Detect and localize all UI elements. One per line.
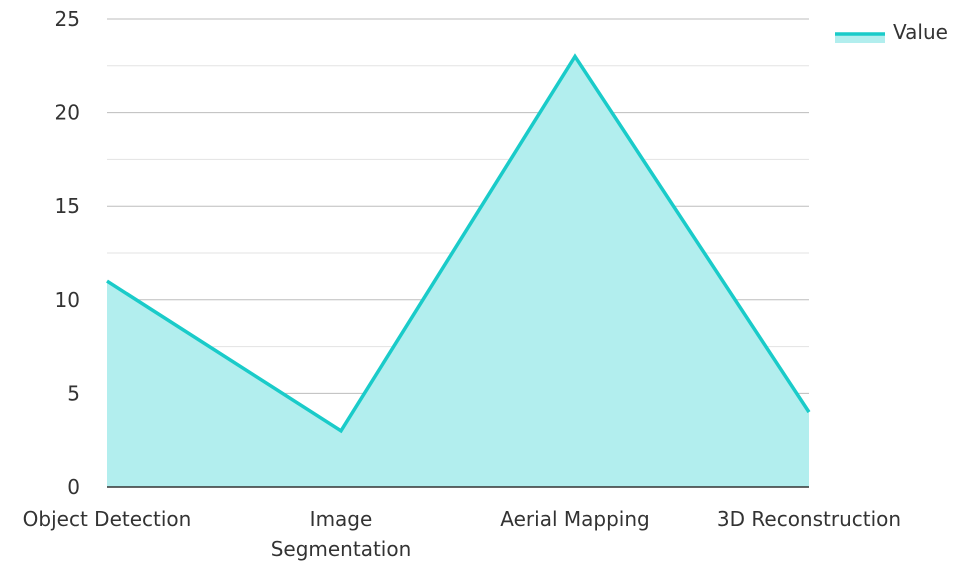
y-tick-label: 15 xyxy=(55,194,80,218)
y-tick-label: 20 xyxy=(55,101,80,125)
x-tick-label: 3D Reconstruction xyxy=(717,507,901,531)
x-tick-label: Image Segmentation xyxy=(271,507,412,561)
legend-label: Value xyxy=(893,20,948,44)
plot-area xyxy=(106,53,811,487)
x-tick-label: Aerial Mapping xyxy=(500,507,649,531)
y-tick-label: 0 xyxy=(67,475,80,499)
series-line-value xyxy=(106,53,811,434)
y-tick-label: 10 xyxy=(55,288,80,312)
legend-swatch xyxy=(835,34,885,43)
axes: 0 5 10 15 20 25 Object Detection Image Segmentat… xyxy=(23,7,901,561)
y-tick-label: 5 xyxy=(67,381,80,405)
x-tick-label: Object Detection xyxy=(23,507,192,531)
y-tick-label: 25 xyxy=(55,7,80,31)
series-area-value xyxy=(107,56,809,487)
legend: Value xyxy=(835,20,948,44)
